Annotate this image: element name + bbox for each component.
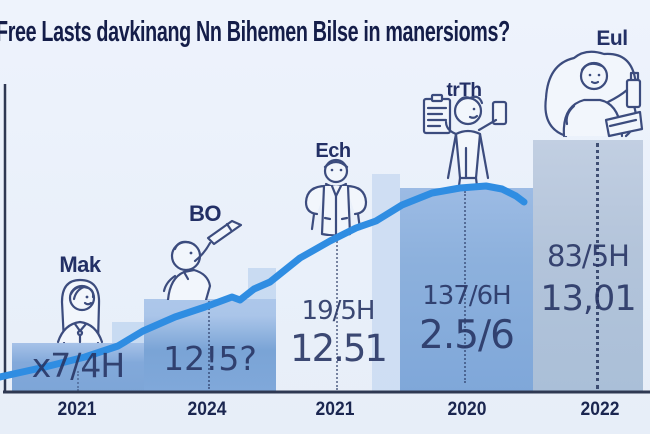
trth-person-clipboard-figure-icon xyxy=(422,93,508,188)
chart-title: Free Lasts davkinang Nn Bihemen Bilse in… xyxy=(0,16,510,48)
bar-group-4 xyxy=(533,140,643,392)
bar-value-main-0: x7/4H xyxy=(31,346,125,385)
bar-value-main-2: 12.51 xyxy=(290,327,388,370)
mak-woman-figure-icon xyxy=(56,278,104,344)
x-axis-label-0: 2021 xyxy=(57,399,97,420)
bar-value-top-3: 137/6H xyxy=(422,281,511,311)
x-axis-label-1: 2024 xyxy=(187,399,227,420)
bar-value-main-3: 2.5/6 xyxy=(419,313,515,358)
bar-value-main-4: 13,01 xyxy=(540,279,636,319)
ech-person-puffy-coat-figure-icon xyxy=(304,158,368,236)
x-axis-label-3: 2020 xyxy=(447,399,487,420)
dotted-guide-4 xyxy=(596,143,599,389)
eul-woman-bottle-figure-icon xyxy=(544,50,644,138)
bar-value-top-2: 19/5H xyxy=(301,296,376,326)
bo-person-drinking-figure-icon xyxy=(162,219,243,300)
x-axis-label-4: 2022 xyxy=(580,399,620,420)
figure-caption-ech: Ech xyxy=(315,140,351,162)
bar-value-top-4: 83/5H xyxy=(547,239,630,273)
dotted-guide-0 xyxy=(77,371,79,391)
bar-value-main-1: 12!5? xyxy=(163,339,257,378)
figure-caption-trth: trTh xyxy=(446,80,482,101)
figure-caption-bo: BO xyxy=(189,201,222,226)
figure-caption-mak: Mak xyxy=(59,252,101,277)
figure-caption-eul: Eul xyxy=(596,27,628,50)
x-axis-label-2: 2021 xyxy=(315,399,355,420)
